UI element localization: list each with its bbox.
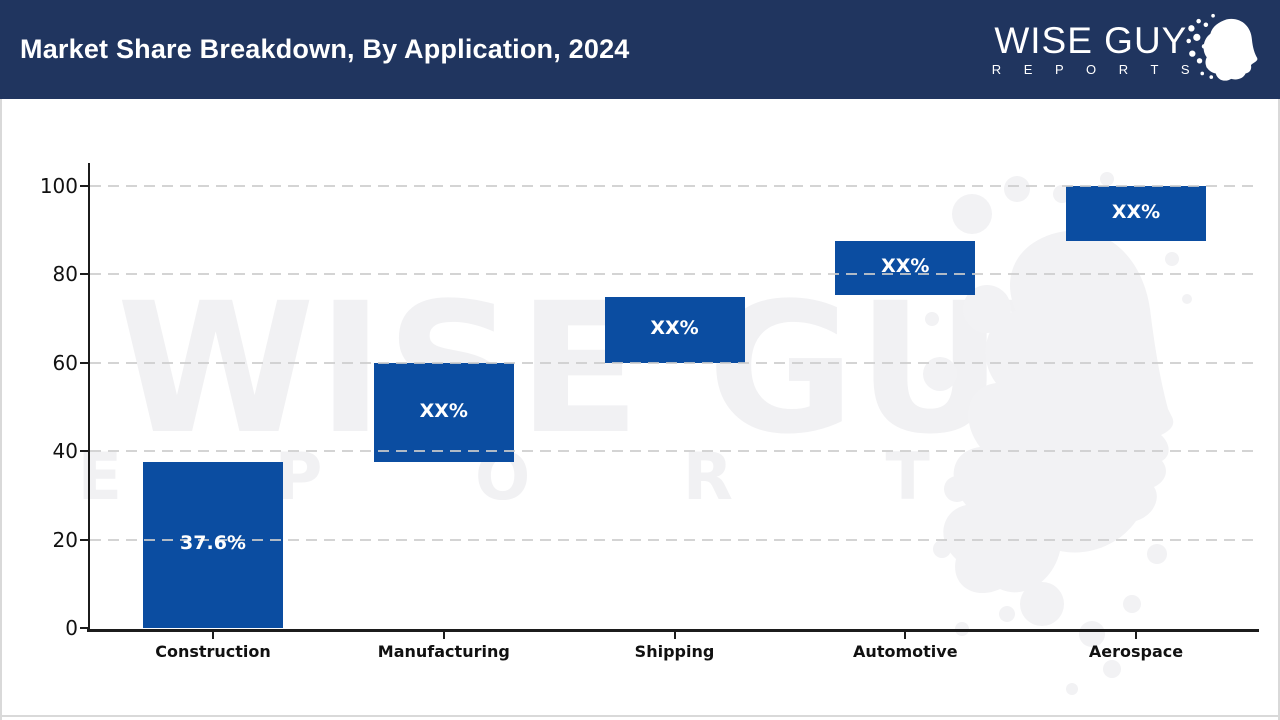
bar-value-label: 37.6% [180, 531, 246, 554]
y-tick-label: 20 [52, 527, 78, 552]
x-category-label-aerospace: Aerospace [1088, 642, 1184, 661]
y-tick-label: 80 [52, 262, 78, 287]
brand-head-icon [1186, 13, 1258, 81]
y-tick-label: 60 [52, 350, 78, 375]
y-axis-tick [80, 627, 88, 629]
y-axis-tick [80, 273, 88, 276]
y-axis-tick [80, 538, 88, 541]
brand-wordmark: WISE GUY R E P O R T S [992, 19, 1190, 78]
chart: WISE GUY R E P O R T S 0 20 40 60 80 100 37.6%… [0, 99, 1280, 720]
y-tick-label: 40 [52, 439, 78, 464]
x-category-label-manufacturing: Manufacturing [377, 642, 510, 661]
y-tick-label: 100 [39, 174, 78, 198]
brand-name: WISE GUY [994, 19, 1188, 61]
y-tick-label: 0 [65, 616, 78, 640]
bar-value-label: XX% [1111, 200, 1161, 223]
x-axis-tick [673, 632, 676, 639]
x-axis-tick [904, 632, 907, 639]
bar-construction [143, 461, 283, 628]
gridline-80 [90, 273, 1258, 276]
y-axis-tick [80, 185, 88, 187]
y-axis-spine [88, 163, 90, 632]
bar-shipping [604, 296, 745, 364]
gridline-40 [90, 450, 1258, 453]
page-title: Market Share Breakdown, By Application, … [20, 34, 630, 64]
bar-value-label: XX% [881, 254, 930, 277]
bar-value-label: XX% [419, 399, 468, 422]
bar-value-label: XX% [650, 317, 699, 340]
gridline-60 [90, 361, 1258, 364]
header: Market Share Breakdown, By Application, … [0, 0, 1280, 99]
bottom-divider [2, 715, 1278, 717]
x-axis-tick [212, 632, 214, 639]
x-axis-tick [1135, 632, 1137, 639]
brand-subtext: R E P O R T S [991, 61, 1199, 77]
y-axis-tick [80, 450, 88, 453]
gridline-20 [90, 538, 1258, 541]
gridline-100 [90, 185, 1258, 187]
x-category-label-construction: Construction [155, 642, 271, 661]
brand-logo: WISE GUY R E P O R T S [992, 10, 1260, 90]
y-axis-tick [80, 361, 88, 364]
bar-manufacturing [373, 363, 514, 462]
x-category-label-automotive: Automotive [853, 642, 958, 661]
x-axis-spine [87, 629, 1259, 632]
x-axis-tick [442, 632, 445, 639]
x-category-label-shipping: Shipping [634, 642, 715, 661]
